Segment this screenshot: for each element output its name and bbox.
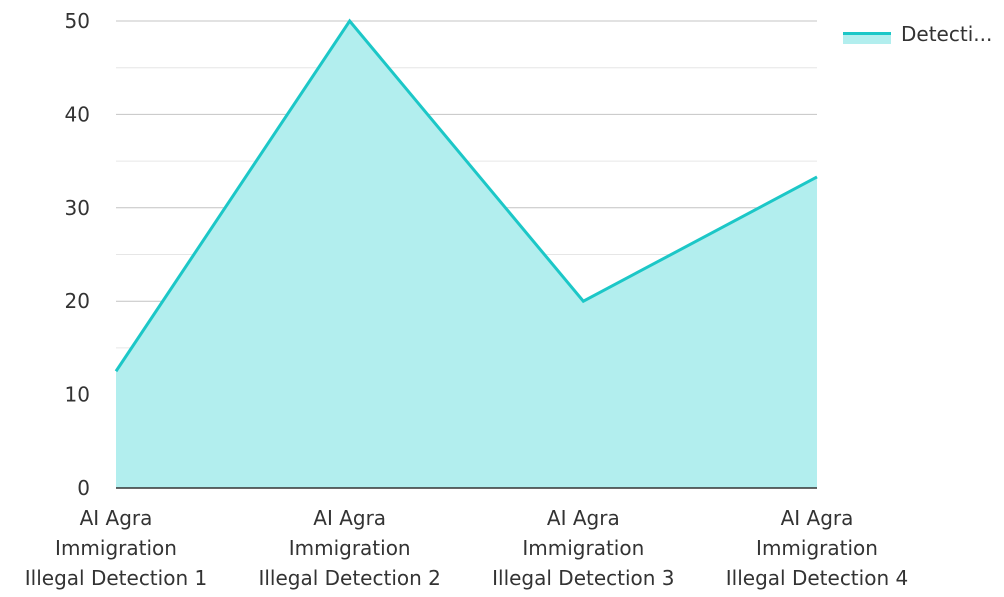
- y-tick-label: 30: [65, 196, 90, 220]
- series-line: [114, 18, 818, 373]
- legend-label: Detecti...: [901, 22, 992, 46]
- legend[interactable]: Detecti...: [843, 22, 992, 46]
- series-area-fill: [116, 21, 817, 488]
- y-tick-label: 40: [65, 102, 90, 126]
- y-tick-label: 50: [65, 9, 90, 33]
- x-tick-label: AI Agra Immigration Illegal Detection 1: [25, 506, 207, 590]
- y-tick-label: 10: [65, 383, 90, 407]
- x-tick-label: AI Agra Immigration Illegal Detection 3: [492, 506, 674, 590]
- y-axis-tick-labels: 0 10 20 30 40 50: [65, 9, 90, 500]
- x-tick-label: AI Agra Immigration Illegal Detection 4: [726, 506, 908, 590]
- y-tick-label: 20: [65, 289, 90, 313]
- x-tick-label: AI Agra Immigration Illegal Detection 2: [258, 506, 440, 590]
- x-axis-tick-labels: AI Agra Immigration Illegal Detection 1 AI …: [25, 506, 908, 590]
- legend-swatch-fill: [843, 35, 891, 44]
- y-tick-label: 0: [77, 476, 90, 500]
